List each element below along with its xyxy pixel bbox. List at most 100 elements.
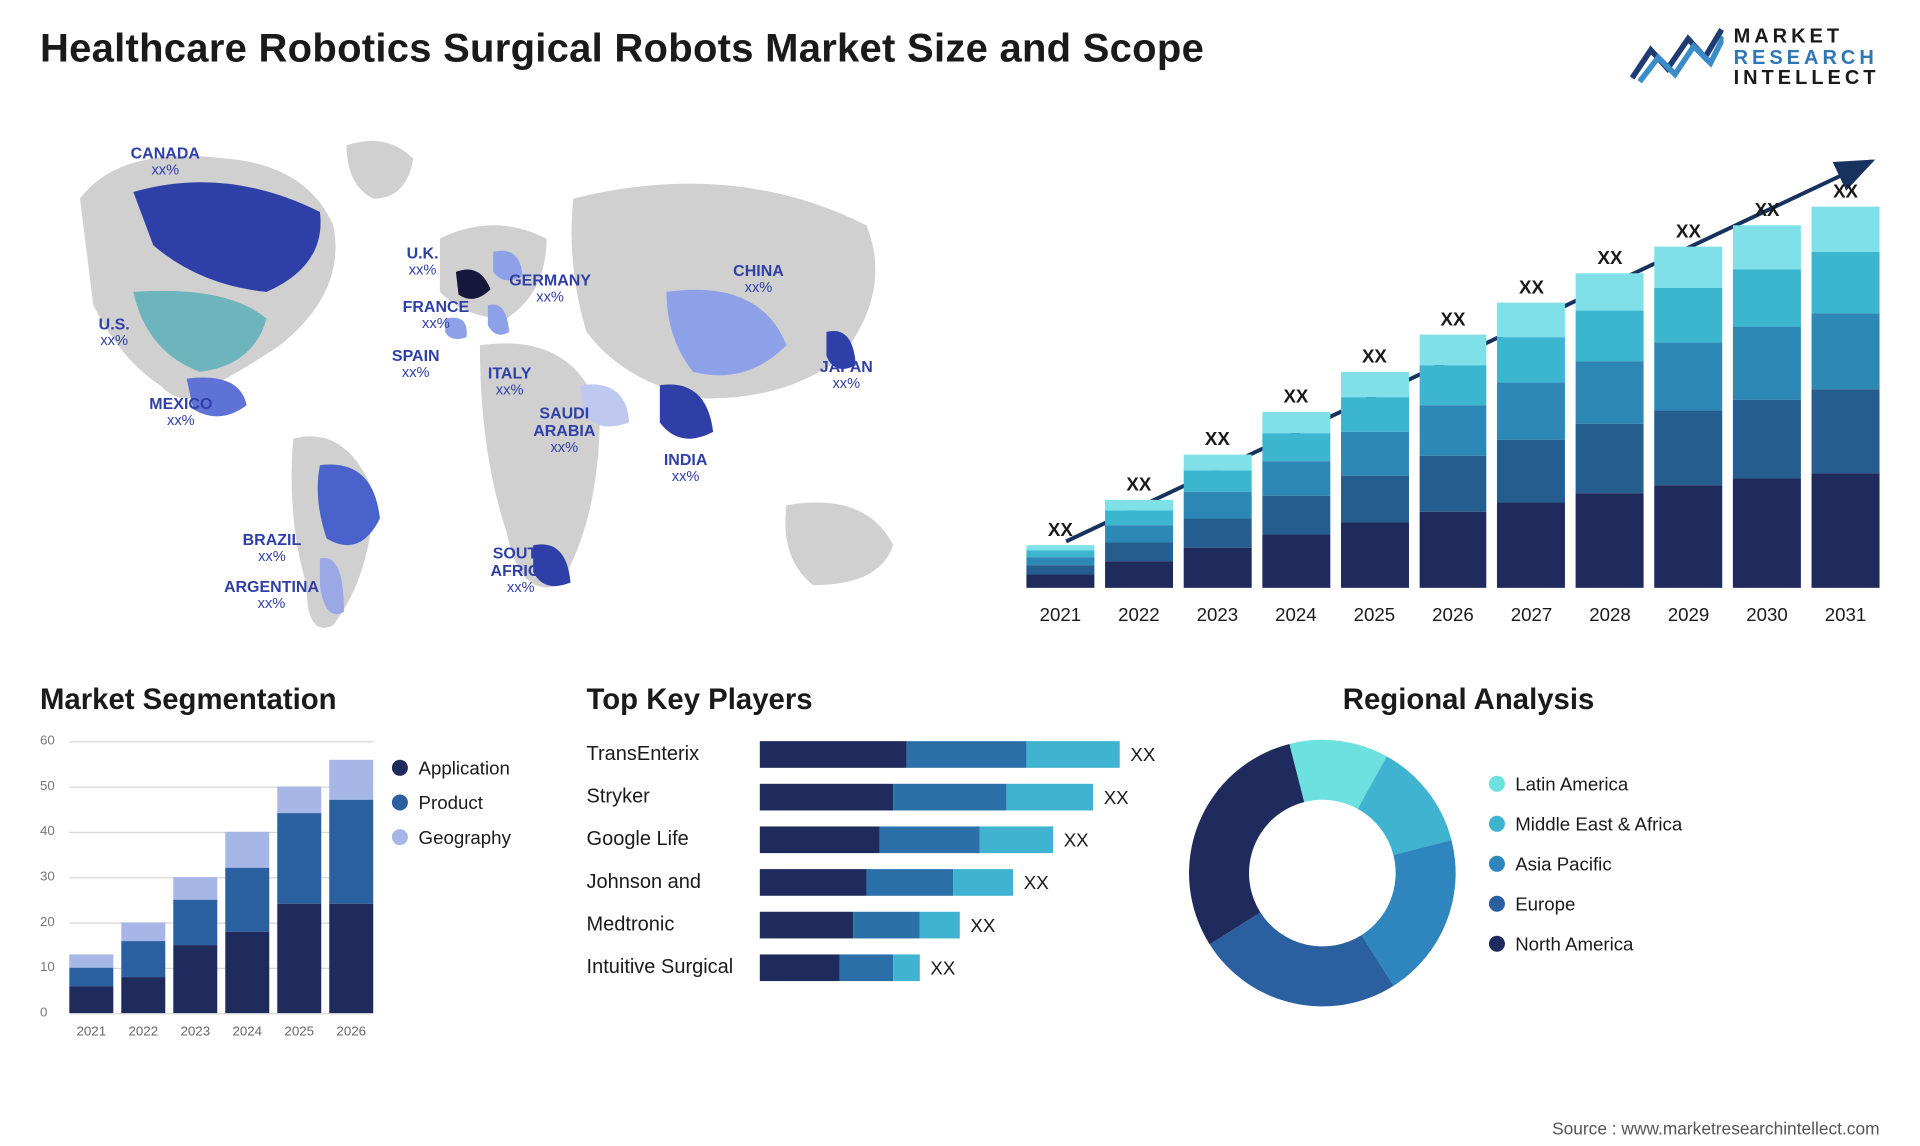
seg-year-label: 2025 xyxy=(277,1025,321,1040)
growth-year-label: 2022 xyxy=(1105,604,1173,625)
segmentation-title: Market Segmentation xyxy=(40,682,560,717)
growth-year-label: 2024 xyxy=(1262,604,1330,625)
player-bar-row: XX xyxy=(760,776,1155,819)
map-label-germany: GERMANYxx% xyxy=(509,272,591,306)
growth-bar-2026: XX xyxy=(1419,308,1487,588)
growth-year-label: 2021 xyxy=(1026,604,1094,625)
growth-bar-2027: XX xyxy=(1498,276,1566,588)
map-label-saudi-arabia: SAUDIARABIAxx% xyxy=(533,405,595,456)
logo-text: MARKET RESEARCH INTELLECT xyxy=(1734,26,1880,89)
growth-bar-2029: XX xyxy=(1655,220,1723,588)
regional-donut xyxy=(1182,733,1462,1013)
growth-bar-label: XX xyxy=(1205,428,1230,449)
player-bar-row: XX xyxy=(760,733,1155,776)
seg-legend-item: Application xyxy=(392,757,511,778)
growth-year-label: 2031 xyxy=(1812,604,1880,625)
growth-bar-label: XX xyxy=(1755,199,1780,220)
players-panel: Top Key Players TransEnterixStrykerGoogl… xyxy=(587,682,1156,1039)
growth-bar-label: XX xyxy=(1833,180,1858,201)
growth-bar-label: XX xyxy=(1283,385,1308,406)
regional-legend: Latin America Middle East & Africa Asia Pa… xyxy=(1489,773,1683,973)
growth-bar-2024: XX xyxy=(1262,385,1330,588)
growth-bar-2030: XX xyxy=(1733,199,1801,588)
page-title: Healthcare Robotics Surgical Robots Mark… xyxy=(40,27,1204,72)
player-value-label: XX xyxy=(1130,744,1155,765)
player-label: Medtronic xyxy=(587,904,760,947)
growth-bar-2028: XX xyxy=(1576,247,1644,588)
player-label: Google Life xyxy=(587,818,760,861)
logo-mark-icon xyxy=(1630,21,1723,94)
seg-year-label: 2026 xyxy=(329,1025,373,1040)
region-legend-item: Middle East & Africa xyxy=(1489,813,1683,834)
map-label-china: CHINAxx% xyxy=(733,263,784,297)
growth-year-label: 2025 xyxy=(1340,604,1408,625)
players-title: Top Key Players xyxy=(587,682,1156,717)
growth-year-label: 2027 xyxy=(1498,604,1566,625)
region-legend-item: Asia Pacific xyxy=(1489,853,1683,874)
player-bar-row: XX xyxy=(760,904,1155,947)
player-label: Intuitive Surgical xyxy=(587,946,760,989)
players-labels: TransEnterixStrykerGoogle LifeJohnson an… xyxy=(587,733,760,989)
logo: MARKET RESEARCH INTELLECT xyxy=(1630,21,1880,94)
player-label: Johnson and xyxy=(587,861,760,904)
map-label-u-s-: U.S.xx% xyxy=(99,316,130,350)
map-label-u-k-: U.K.xx% xyxy=(407,245,439,279)
donut-slice xyxy=(1189,744,1304,944)
map-label-canada: CANADAxx% xyxy=(131,145,200,179)
players-bars: XXXXXXXXXXXX xyxy=(760,733,1155,989)
region-legend-item: Europe xyxy=(1489,893,1683,914)
seg-bar-2021 xyxy=(69,954,113,1013)
region-legend-item: North America xyxy=(1489,933,1683,954)
growth-bar-label: XX xyxy=(1440,308,1465,329)
growth-year-label: 2029 xyxy=(1655,604,1723,625)
growth-bar-label: XX xyxy=(1676,220,1701,241)
growth-chart: XX XX XX XX XX XX XX XX XX XX XX 2021 2022 2023 2024 2… xyxy=(973,119,1879,646)
map-label-brazil: BRAZILxx% xyxy=(243,532,302,566)
segmentation-legend: Application Product Geography xyxy=(392,757,511,1040)
growth-bar-label: XX xyxy=(1598,247,1623,268)
player-bar-row: XX xyxy=(760,818,1155,861)
player-value-label: XX xyxy=(1104,786,1129,807)
growth-bar-label: XX xyxy=(1519,276,1544,297)
growth-bar-label: XX xyxy=(1048,519,1073,540)
player-bar-row: XX xyxy=(760,946,1155,989)
source-line: Source : www.marketresearchintellect.com xyxy=(1552,1118,1879,1138)
player-value-label: XX xyxy=(970,914,995,935)
seg-year-label: 2022 xyxy=(121,1025,165,1040)
seg-year-label: 2023 xyxy=(173,1025,217,1040)
segmentation-panel: Market Segmentation 0102030405060 202120… xyxy=(40,682,560,1039)
growth-year-label: 2028 xyxy=(1576,604,1644,625)
map-label-south-africa: SOUTHAFRICAxx% xyxy=(491,545,551,596)
growth-bar-2023: XX xyxy=(1183,428,1251,588)
seg-year-label: 2021 xyxy=(69,1025,113,1040)
seg-bar-2023 xyxy=(173,877,217,1013)
player-value-label: XX xyxy=(930,957,955,978)
map-label-japan: JAPANxx% xyxy=(820,359,873,393)
player-value-label: XX xyxy=(1064,829,1089,850)
map-label-spain: SPAINxx% xyxy=(392,348,440,382)
map-label-india: INDIAxx% xyxy=(664,452,708,486)
region-legend-item: Latin America xyxy=(1489,773,1683,794)
world-map: CANADAxx%U.S.xx%MEXICOxx%BRAZILxx%ARGENT… xyxy=(40,119,973,646)
growth-year-label: 2023 xyxy=(1183,604,1251,625)
growth-bar-label: XX xyxy=(1362,345,1387,366)
regional-title: Regional Analysis xyxy=(1182,682,1755,717)
growth-year-label: 2026 xyxy=(1419,604,1487,625)
growth-bar-2025: XX xyxy=(1340,345,1408,588)
segmentation-chart: 0102030405060 202120222023202420252026 xyxy=(40,733,373,1040)
map-label-mexico: MEXICOxx% xyxy=(149,396,212,430)
seg-year-label: 2024 xyxy=(225,1025,269,1040)
player-bar-row: XX xyxy=(760,861,1155,904)
map-label-italy: ITALYxx% xyxy=(488,365,532,399)
seg-bar-2022 xyxy=(121,922,165,1013)
growth-bar-label: XX xyxy=(1126,473,1151,494)
growth-year-label: 2030 xyxy=(1733,604,1801,625)
player-label: TransEnterix xyxy=(587,733,760,776)
growth-bar-2031: XX xyxy=(1812,180,1880,588)
growth-bar-2022: XX xyxy=(1105,473,1173,588)
seg-bar-2025 xyxy=(277,786,321,1013)
player-label: Stryker xyxy=(587,776,760,819)
player-value-label: XX xyxy=(1024,872,1049,893)
seg-legend-item: Geography xyxy=(392,826,511,847)
seg-legend-item: Product xyxy=(392,792,511,813)
